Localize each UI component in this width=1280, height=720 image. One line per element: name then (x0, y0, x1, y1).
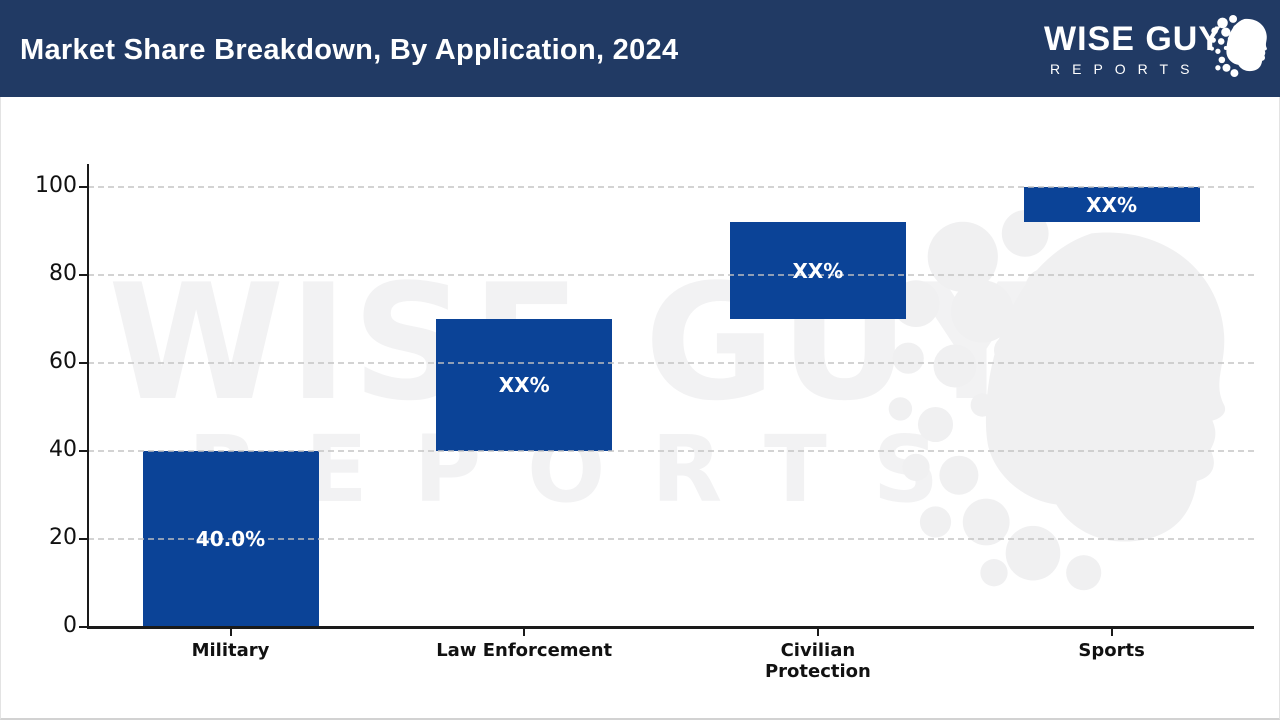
y-axis-line (87, 164, 89, 629)
logo-subtitle: REPORTS (1050, 61, 1202, 77)
x-axis-label-civilian-protection: Civilian Protection (764, 640, 871, 683)
header-bar: Market Share Breakdown, By Application, … (0, 0, 1280, 97)
gridline-40 (88, 450, 1254, 452)
gridline-20 (88, 538, 1254, 540)
wise-guy-reports-logo: WISE GUY REPORTS (1040, 0, 1280, 97)
x-axis-label-law-enforcement: Law Enforcement (436, 640, 613, 661)
y-axis-tick-100 (79, 186, 87, 188)
y-axis-tick-label-40: 40 (49, 437, 77, 462)
bar-value-label-law-enforcement: XX% (498, 373, 550, 397)
y-axis-tick-label-60: 60 (49, 349, 77, 374)
x-axis-label-sports: Sports (1078, 640, 1145, 661)
y-axis-tick-label-100: 100 (35, 173, 77, 198)
bar-value-label-sports: XX% (1086, 192, 1138, 217)
gridline-60 (88, 362, 1254, 364)
bar-value-label-civilian-protection: XX% (792, 258, 844, 283)
y-axis-tick-label-20: 20 (49, 525, 77, 550)
logo-face-icon (1209, 15, 1267, 78)
bar-value-label-military: 40.0% (195, 527, 266, 551)
x-axis-tick-military (229, 629, 232, 636)
y-axis-tick-label-80: 80 (49, 261, 77, 286)
gridline-80 (88, 274, 1254, 276)
logo-wordmark: WISE GUY (1044, 20, 1223, 58)
bar-civilian-protection (729, 222, 906, 319)
y-axis-tick-60 (79, 362, 87, 364)
x-axis-tick-civilian-protection (816, 629, 819, 636)
page-title: Market Share Breakdown, By Application, … (20, 34, 679, 66)
y-axis-tick-label-0: 0 (63, 613, 77, 638)
x-axis-line (87, 626, 1254, 629)
x-axis-label-military: Military (191, 640, 270, 661)
bar-law-enforcement (436, 319, 613, 451)
x-axis-tick-sports (1110, 629, 1113, 636)
bar-sports (1023, 187, 1200, 223)
y-axis-tick-40 (79, 450, 87, 452)
y-axis-tick-20 (79, 538, 87, 540)
y-axis-tick-80 (79, 274, 87, 276)
y-axis-tick-0 (79, 626, 87, 628)
gridline-100 (88, 186, 1254, 188)
x-axis-tick-law-enforcement (523, 629, 526, 636)
